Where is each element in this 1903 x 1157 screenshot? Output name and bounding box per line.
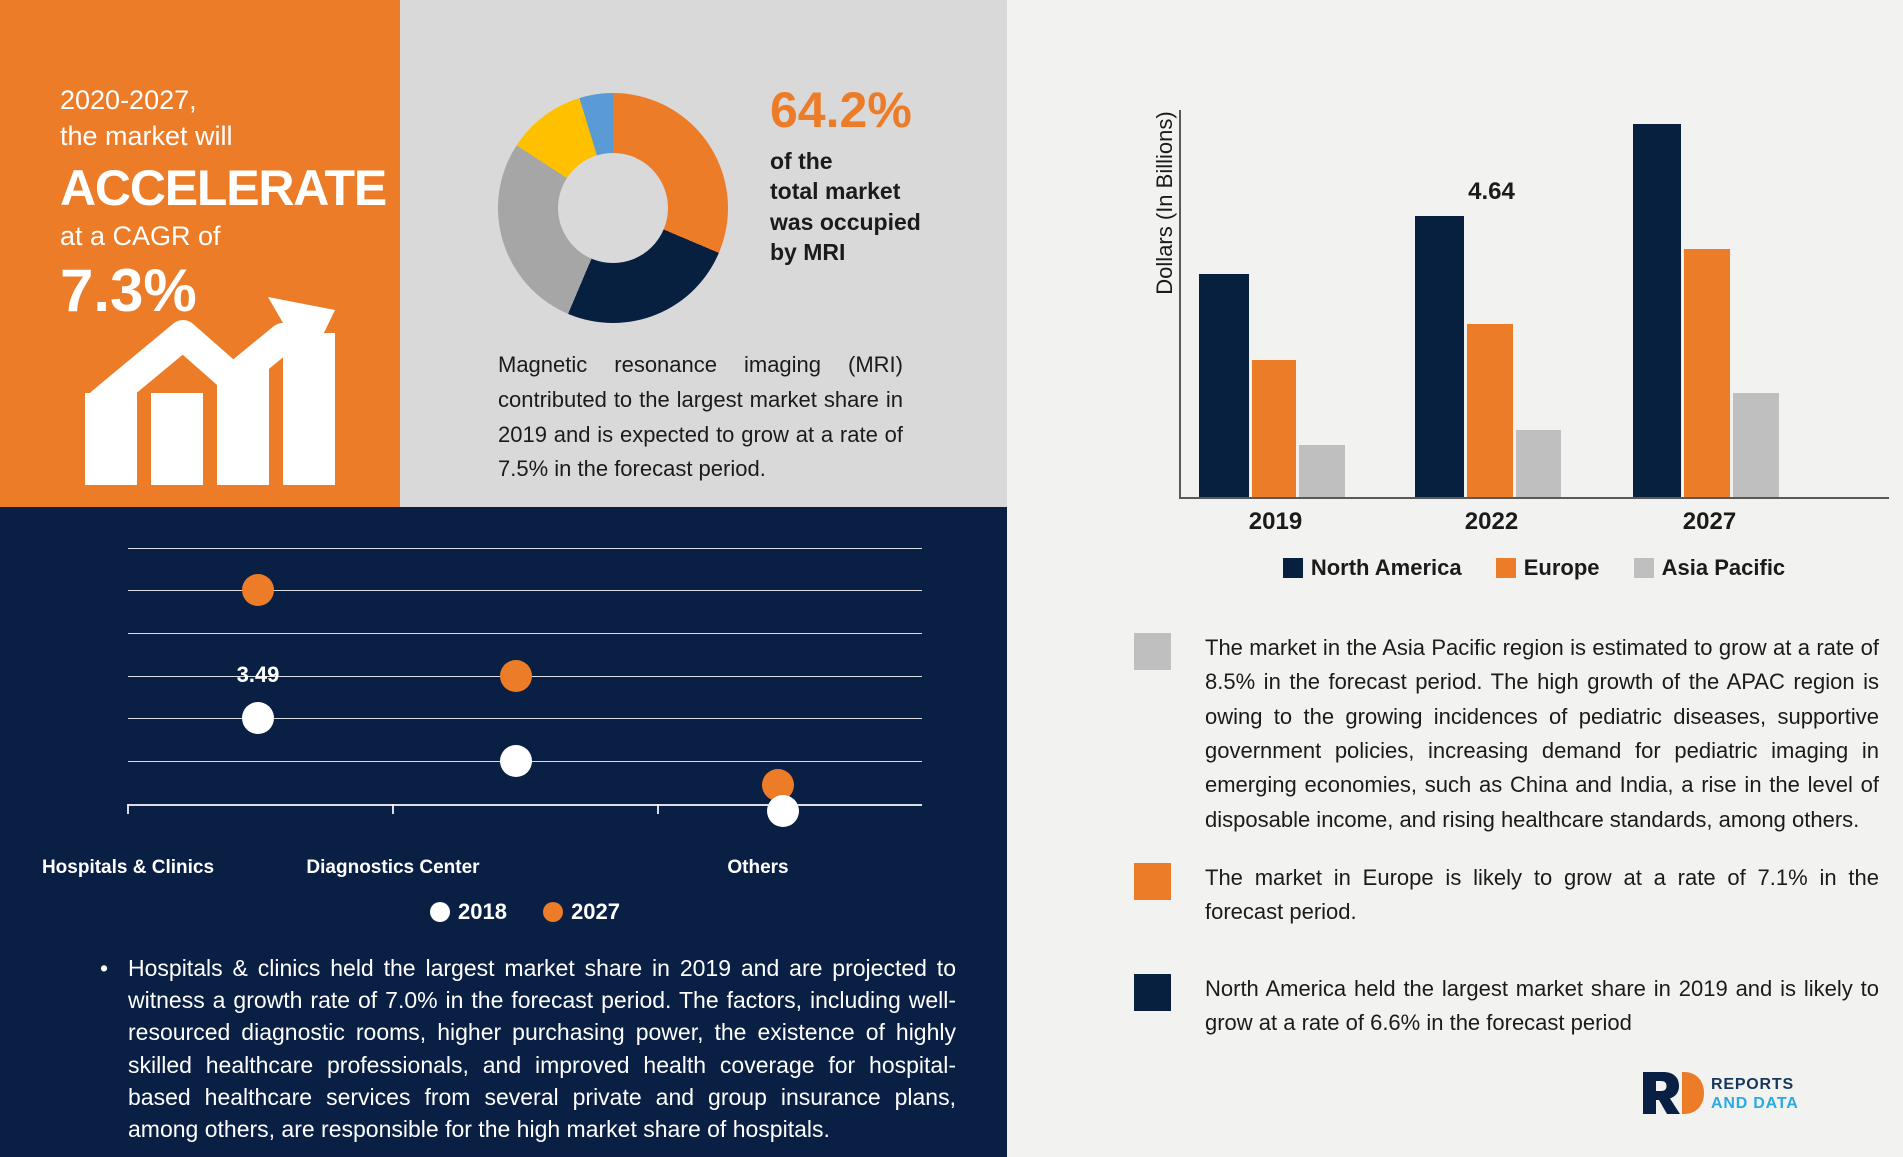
svg-text:REPORTS: REPORTS <box>1711 1076 1794 1093</box>
svg-text:AND DATA: AND DATA <box>1711 1095 1799 1112</box>
